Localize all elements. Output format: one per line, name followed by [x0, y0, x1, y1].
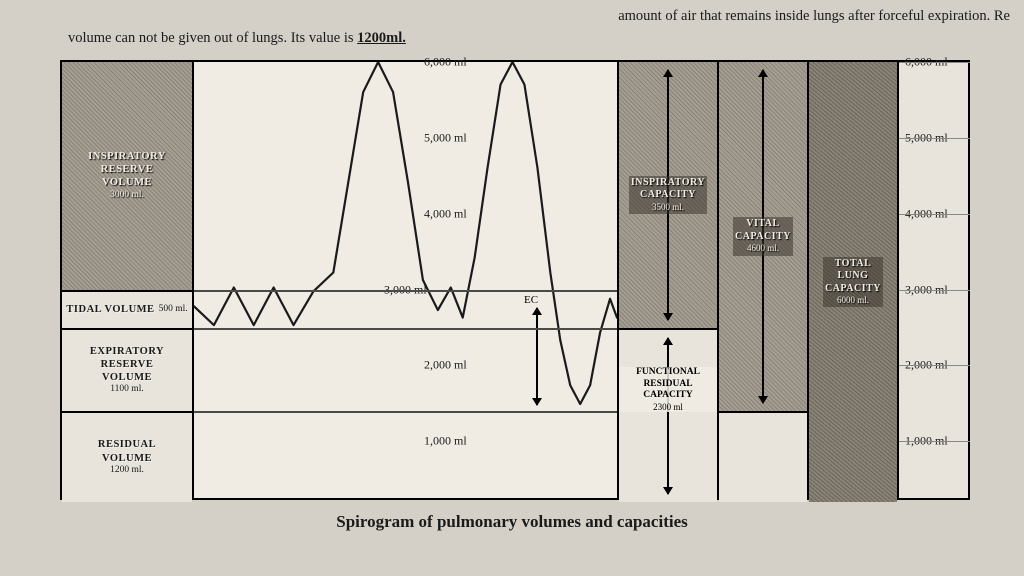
spirogram-diagram: INSPIRATORYRESERVEVOLUME3000 ml.TIDAL VO…: [60, 60, 970, 500]
diagram-caption: Spirogram of pulmonary volumes and capac…: [0, 512, 1024, 532]
capacity-col-2: VITALCAPACITY4600 ml.: [717, 62, 807, 498]
spirogram-trace: [194, 62, 617, 498]
volumes-column: INSPIRATORYRESERVEVOLUME3000 ml.TIDAL VO…: [62, 62, 192, 498]
spirogram-column: 6,000 ml5,000 ml4,000 ml3,000 ml2,000 ml…: [192, 62, 617, 498]
capacity-rvc: [719, 411, 807, 502]
capacity-col-3: TOTALLUNGCAPACITY6000 ml.: [807, 62, 897, 498]
ec-label: EC: [524, 294, 538, 306]
tick-center-4000: 4,000 ml: [424, 206, 467, 221]
tick-center-6000: 6,000 ml: [424, 55, 467, 70]
tick-center-5000: 5,000 ml: [424, 130, 467, 145]
capacity-tlc: TOTALLUNGCAPACITY6000 ml.: [809, 62, 897, 502]
right-scale: 6,000 ml5,000 ml4,000 ml3,000 ml2,000 ml…: [897, 62, 970, 498]
capacity-ic: INSPIRATORYCAPACITY3500 ml.: [619, 62, 717, 328]
capacity-vc: VITALCAPACITY4600 ml.: [719, 62, 807, 411]
intro-text: amount of air that remains inside lungs …: [40, 6, 1014, 50]
tick-center-1000: 1,000 ml: [424, 434, 467, 449]
volume-tv: TIDAL VOLUME500 ml.: [62, 290, 192, 328]
volume-irv: INSPIRATORYRESERVEVOLUME3000 ml.: [62, 62, 192, 290]
capacity-frc: FUNCTIONALRESIDUALCAPACITY2300 ml: [619, 328, 717, 502]
tick-center-2000: 2,000 ml: [424, 358, 467, 373]
capacity-col-1: INSPIRATORYCAPACITY3500 ml.FUNCTIONALRES…: [617, 62, 717, 498]
ec-arrow: EC: [524, 294, 538, 406]
volume-erv: EXPIRATORYRESERVEVOLUME1100 ml.: [62, 328, 192, 411]
volume-rv: RESIDUALVOLUME1200 ml.: [62, 411, 192, 502]
